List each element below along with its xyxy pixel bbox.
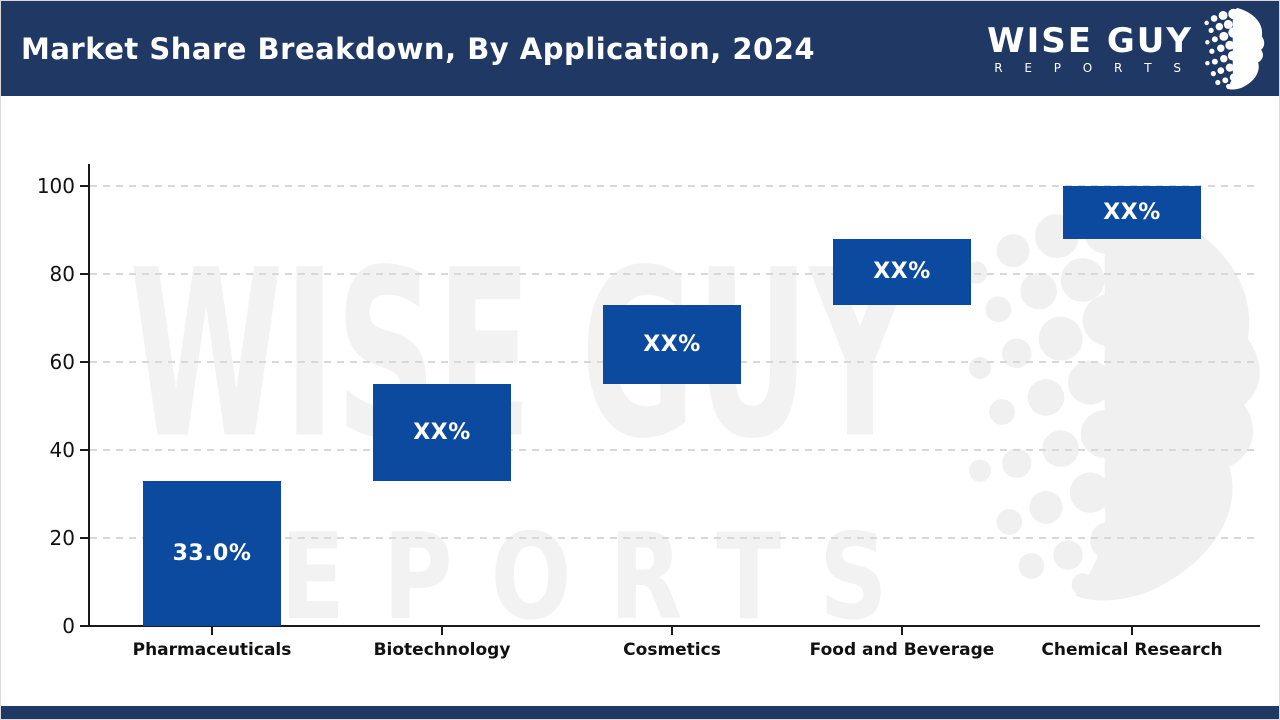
bar-food-and-beverage: XX% (833, 238, 971, 305)
footer-bar (1, 706, 1279, 719)
y-tick-label: 20 (49, 526, 75, 550)
bar-value-label: XX% (873, 259, 931, 285)
bar-chemical-research: XX% (1063, 186, 1201, 239)
gridline-40 (90, 449, 1258, 451)
watermark-text-line1: WISE GUY (129, 221, 911, 491)
bar-cosmetics: XX% (603, 304, 741, 384)
chart-title: Market Share Breakdown, By Application, … (21, 31, 816, 66)
bar-value-label: XX% (413, 419, 471, 445)
y-tick-mark (80, 185, 88, 187)
bar-value-label: XX% (1103, 199, 1161, 225)
brand-face-icon (1197, 8, 1267, 90)
bar-value-label: 33.0% (172, 540, 252, 566)
x-tick-mark (1131, 627, 1133, 635)
header-bar: Market Share Breakdown, By Application, … (1, 1, 1279, 96)
brand-subname: R E P O R T S (994, 60, 1190, 75)
y-tick-mark (80, 273, 88, 275)
x-tick-mark (211, 627, 213, 635)
gridline-80 (90, 273, 1258, 275)
x-category-label: Cosmetics (623, 640, 721, 660)
brand-logo-text: WISE GUY R E P O R T S (987, 24, 1193, 74)
bar-value-label: XX% (643, 331, 701, 357)
x-category-label: Pharmaceuticals (132, 640, 292, 660)
y-tick-label: 40 (49, 438, 75, 462)
y-tick-mark (80, 625, 88, 627)
x-category-label: Chemical Research (1041, 640, 1223, 660)
y-tick-label: 60 (49, 350, 75, 374)
y-tick-mark (80, 449, 88, 451)
x-category-label: Biotechnology (373, 640, 511, 660)
x-tick-mark (901, 627, 903, 635)
y-tick-mark (80, 537, 88, 539)
brand-name: WISE GUY (987, 20, 1193, 61)
y-tick-label: 80 (49, 262, 75, 286)
x-tick-mark (671, 627, 673, 635)
y-tick-label: 100 (36, 174, 75, 198)
y-tick-label: 0 (62, 614, 75, 638)
gridline-100 (90, 185, 1258, 187)
y-tick-mark (80, 361, 88, 363)
bar-pharmaceuticals: 33.0% (143, 480, 281, 626)
watermark-text-line2: REPORTS (169, 509, 926, 647)
x-category-label: Food and Beverage (809, 640, 995, 660)
brand-logo: WISE GUY R E P O R T S (987, 6, 1267, 91)
bar-biotechnology: XX% (373, 384, 511, 481)
y-axis-spine (88, 164, 90, 627)
x-axis-spine (87, 625, 1260, 627)
x-tick-mark (441, 627, 443, 635)
gridline-20 (90, 537, 1258, 539)
